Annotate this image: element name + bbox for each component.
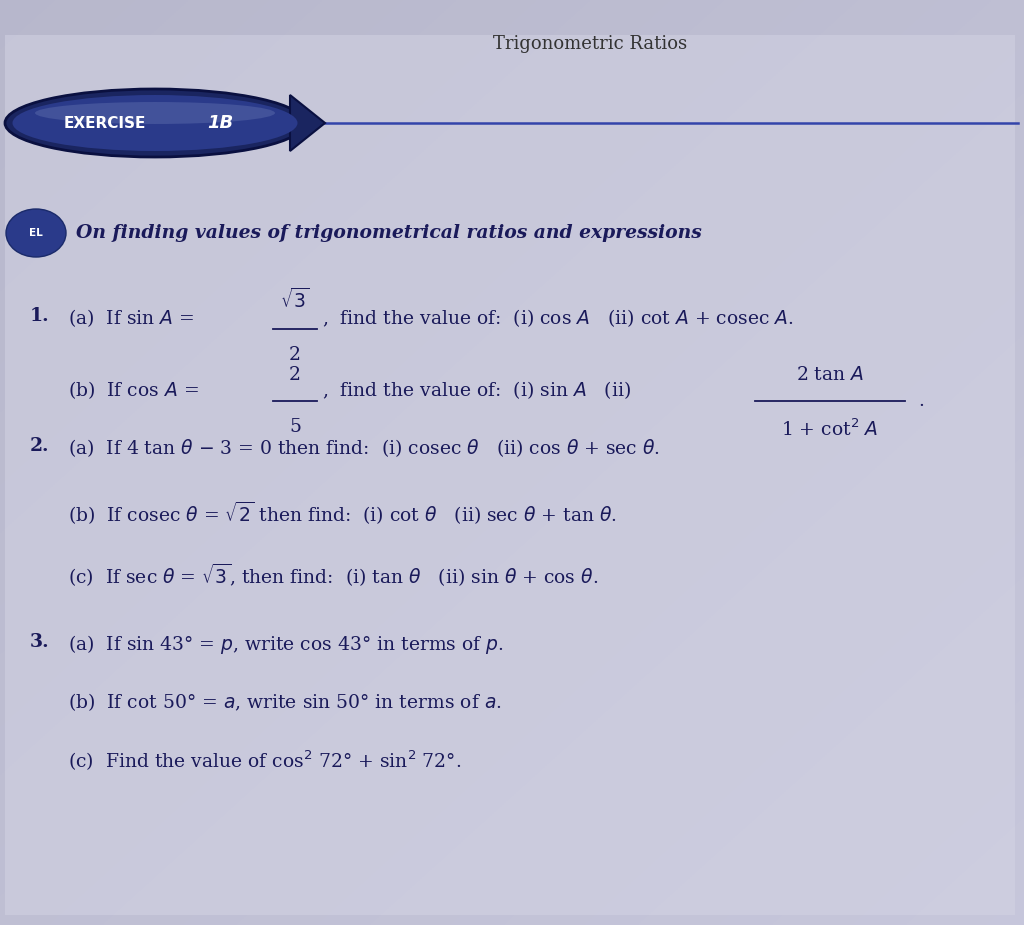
Text: (b)  If cosec $\theta$ = $\sqrt{2}$ then find:  (i) cot $\theta$   (ii) sec $\th: (b) If cosec $\theta$ = $\sqrt{2}$ then … bbox=[68, 499, 616, 526]
Text: (a)  If 4 tan $\theta$ $-$ 3 = 0 then find:  (i) cosec $\theta$   (ii) cos $\the: (a) If 4 tan $\theta$ $-$ 3 = 0 then fin… bbox=[68, 437, 659, 459]
Text: (c)  Find the value of cos$^2$ 72$\degree$ + sin$^2$ 72$\degree$.: (c) Find the value of cos$^2$ 72$\degree… bbox=[68, 749, 461, 773]
Text: Trigonometric Ratios: Trigonometric Ratios bbox=[493, 35, 687, 53]
Text: $\sqrt{3}$: $\sqrt{3}$ bbox=[281, 288, 310, 312]
Text: 2 tan $A$: 2 tan $A$ bbox=[796, 366, 864, 384]
Text: (a)  If sin 43$\degree$ = $p$, write cos 43$\degree$ in terms of $p$.: (a) If sin 43$\degree$ = $p$, write cos … bbox=[68, 633, 504, 656]
Text: .: . bbox=[918, 392, 924, 410]
Text: (b)  If cos $A$ =: (b) If cos $A$ = bbox=[68, 379, 199, 401]
Text: 1B: 1B bbox=[207, 114, 233, 132]
Text: 5: 5 bbox=[289, 418, 301, 436]
Text: 2: 2 bbox=[289, 346, 301, 364]
Text: ,  find the value of:  (i) sin $A$   (ii): , find the value of: (i) sin $A$ (ii) bbox=[322, 379, 631, 401]
Text: 3.: 3. bbox=[30, 633, 49, 651]
Ellipse shape bbox=[5, 89, 305, 157]
Text: (c)  If sec $\theta$ = $\sqrt{3}$, then find:  (i) tan $\theta$   (ii) sin $\the: (c) If sec $\theta$ = $\sqrt{3}$, then f… bbox=[68, 561, 598, 588]
Ellipse shape bbox=[35, 102, 275, 124]
Text: (a)  If sin $A$ =: (a) If sin $A$ = bbox=[68, 307, 195, 329]
FancyBboxPatch shape bbox=[5, 35, 1015, 915]
Text: On finding values of trigonometrical ratios and expressions: On finding values of trigonometrical rat… bbox=[76, 224, 701, 242]
Text: 1.: 1. bbox=[30, 307, 49, 325]
Text: 2.: 2. bbox=[30, 437, 49, 455]
Text: EL: EL bbox=[29, 228, 43, 238]
Text: 1 + cot$^2$ $A$: 1 + cot$^2$ $A$ bbox=[781, 418, 879, 439]
Text: EXERCISE: EXERCISE bbox=[63, 116, 146, 130]
Polygon shape bbox=[290, 95, 325, 151]
Ellipse shape bbox=[6, 209, 66, 257]
Text: 2: 2 bbox=[289, 366, 301, 384]
Ellipse shape bbox=[12, 95, 298, 151]
Text: ,  find the value of:  (i) cos $A$   (ii) cot $A$ + cosec $A$.: , find the value of: (i) cos $A$ (ii) co… bbox=[322, 307, 794, 329]
Text: (b)  If cot 50$\degree$ = $a$, write sin 50$\degree$ in terms of $a$.: (b) If cot 50$\degree$ = $a$, write sin … bbox=[68, 691, 502, 713]
